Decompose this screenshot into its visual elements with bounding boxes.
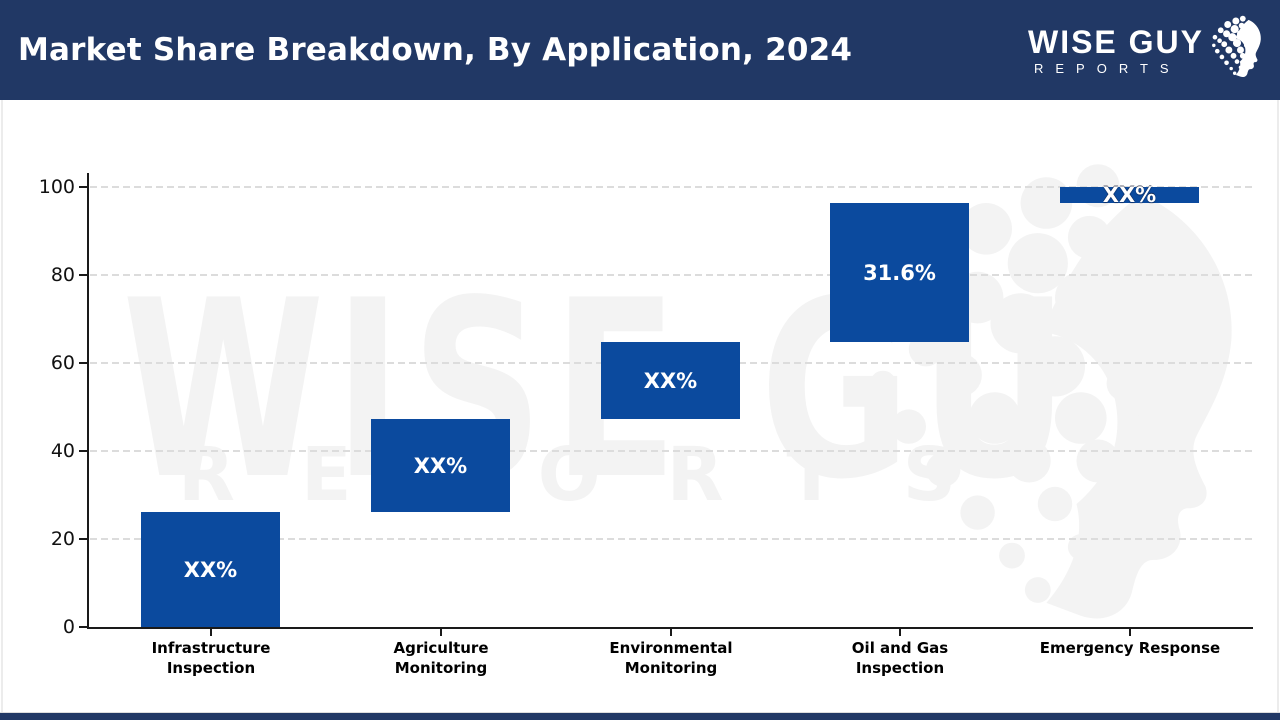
y-tick-label-80: 80 [50,264,75,286]
logo-wordmark: WISE GUY [1027,23,1204,60]
x-tick-4 [1129,629,1131,636]
bar-0 [141,512,280,627]
bar-value-label-2: XX% [643,368,698,393]
x-category-label-0: Infrastructure Inspection [151,639,271,677]
y-tick-20 [79,538,87,540]
gridline-80 [90,274,1252,276]
gridline-20 [90,538,1252,540]
bar-2 [601,342,740,419]
bar-value-label-1: XX% [413,453,468,478]
gridline-100 [90,186,1252,188]
y-tick-60 [79,362,87,364]
bar-value-label-3: 31.6% [863,260,936,285]
x-category-label-3: Oil and Gas Inspection [851,639,949,677]
y-tick-label-100: 100 [38,176,75,198]
y-tick-100 [79,186,87,188]
x-tick-1 [440,629,442,636]
y-axis-spine [87,173,89,629]
y-tick-80 [79,274,87,276]
footer-bar [0,713,1280,720]
bar-value-label-4: XX% [1102,183,1157,207]
chart-area: WISE GUY REPORTS 0 20 40 60 80 100 XX% XX% XX% 31… [0,100,1280,712]
y-tick-label-20: 20 [50,528,75,550]
y-tick-40 [79,450,87,452]
x-tick-3 [899,629,901,636]
footer-divider [0,712,1280,713]
bar-4 [1060,187,1199,203]
x-tick-0 [210,629,212,636]
left-edge-line [1,100,3,712]
y-tick-label-60: 60 [50,352,75,374]
x-axis-spine [87,627,1253,629]
x-category-label-4: Emergency Response [1039,639,1221,657]
bar-value-label-0: XX% [183,557,238,582]
waterfall-plot: 0 20 40 60 80 100 XX% XX% XX% 31.6% XX% Infrastruct… [0,100,1280,712]
y-tick-label-40: 40 [50,440,75,462]
logo-wordmark-block: WISE GUY REPORTS [1028,25,1204,76]
bar-1 [371,419,510,512]
x-category-label-2: Environmental Monitoring [609,639,733,677]
x-category-label-1: Agriculture Monitoring [393,639,489,677]
gridline-40 [90,450,1252,452]
chart-title: Market Share Breakdown, By Application, … [18,32,853,68]
header-bar: Market Share Breakdown, By Application, … [0,0,1280,100]
bar-3 [830,203,969,342]
dotted-head-icon [1212,15,1261,78]
right-edge-line [1277,100,1279,712]
y-tick-0 [79,626,87,628]
y-tick-label-0: 0 [62,616,75,638]
logo-subtext: REPORTS [1033,60,1181,76]
wise-guy-reports-logo: WISE GUY REPORTS [1028,11,1280,89]
x-tick-2 [670,629,672,636]
